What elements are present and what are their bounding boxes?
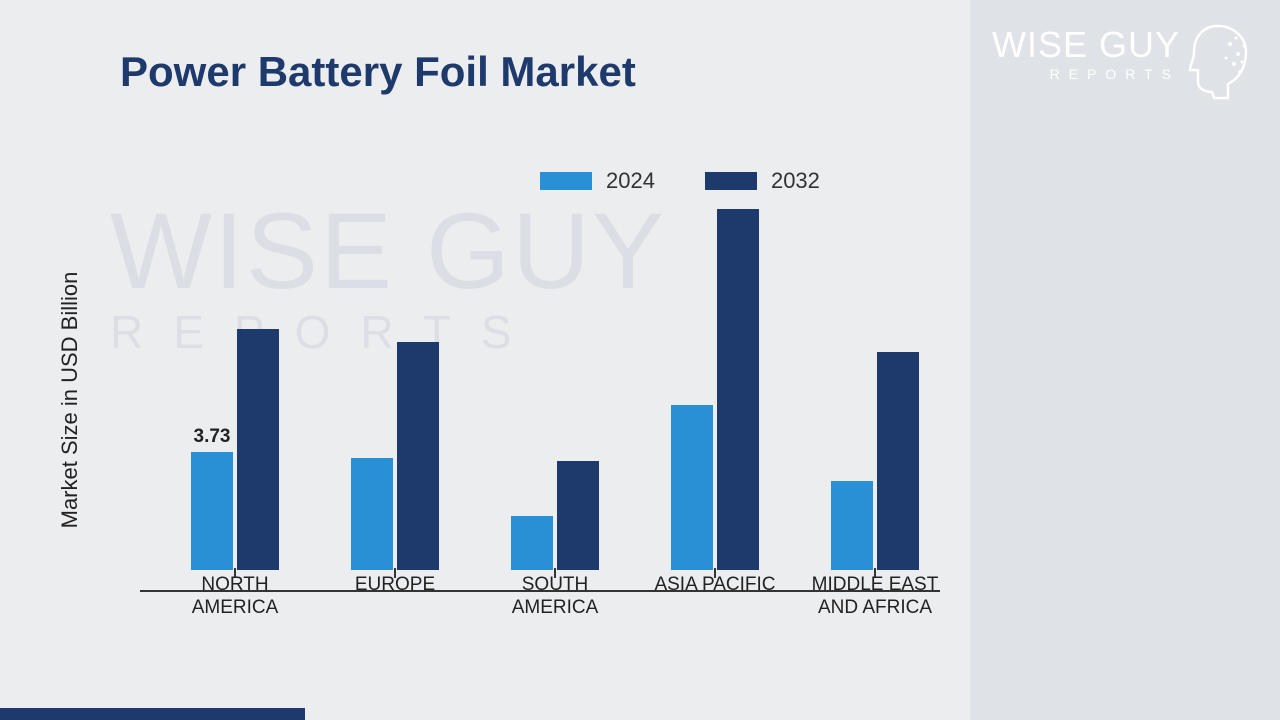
bar-2032: [877, 352, 919, 571]
legend-item-2032: 2032: [705, 168, 820, 194]
bar-2032: [717, 209, 759, 570]
bar-2032: [237, 329, 279, 570]
bar-group: 3.73NORTH AMERICA: [180, 170, 290, 590]
bar-value-label: 3.73: [194, 426, 231, 448]
bar-group: SOUTH AMERICA: [500, 170, 610, 590]
bar-2032: [397, 342, 439, 570]
bottom-accent-strip: [0, 708, 305, 720]
legend-item-2024: 2024: [540, 168, 655, 194]
x-category-label: EUROPE: [330, 574, 460, 597]
bar-pair: [500, 190, 610, 570]
bar-pair: [820, 190, 930, 570]
bar-2024: [671, 405, 713, 570]
bar-group: MIDDLE EAST AND AFRICA: [820, 170, 930, 590]
legend-label-2032: 2032: [771, 168, 820, 194]
y-axis-label: Market Size in USD Billion: [57, 272, 83, 529]
bar-pair: [180, 190, 290, 570]
bar-pair: [660, 190, 770, 570]
logo-main-text: WISE GUY: [992, 24, 1180, 66]
logo-sub-text: REPORTS: [992, 66, 1180, 82]
bar-2032: [557, 461, 599, 570]
bar-group: ASIA PACIFIC: [660, 170, 770, 590]
chart-title: Power Battery Foil Market: [120, 48, 636, 96]
legend-swatch-2032: [705, 172, 757, 190]
legend-swatch-2024: [540, 172, 592, 190]
y-axis-label-wrap: Market Size in USD Billion: [60, 190, 100, 610]
bar-pair: [340, 190, 450, 570]
x-category-label: NORTH AMERICA: [170, 574, 300, 620]
wiseguy-logo: WISE GUY REPORTS: [992, 24, 1250, 100]
legend: 2024 2032: [540, 168, 820, 194]
legend-label-2024: 2024: [606, 168, 655, 194]
x-category-label: ASIA PACIFIC: [650, 574, 780, 597]
bar-2024: [511, 516, 553, 570]
bar-2024: [191, 452, 233, 570]
plot-area: 3.73NORTH AMERICAEUROPESOUTH AMERICAASIA…: [140, 190, 940, 590]
bar-2024: [351, 458, 393, 570]
bar-group: EUROPE: [340, 170, 450, 590]
bar-chart: Market Size in USD Billion 3.73NORTH AME…: [60, 190, 940, 610]
x-category-label: SOUTH AMERICA: [490, 574, 620, 620]
bar-2024: [831, 481, 873, 570]
x-category-label: MIDDLE EAST AND AFRICA: [810, 574, 940, 620]
logo-head-icon: [1188, 24, 1250, 100]
report-graphic: WISE GUY REPORTS WISE GUY REPORTS Power …: [0, 0, 1280, 720]
